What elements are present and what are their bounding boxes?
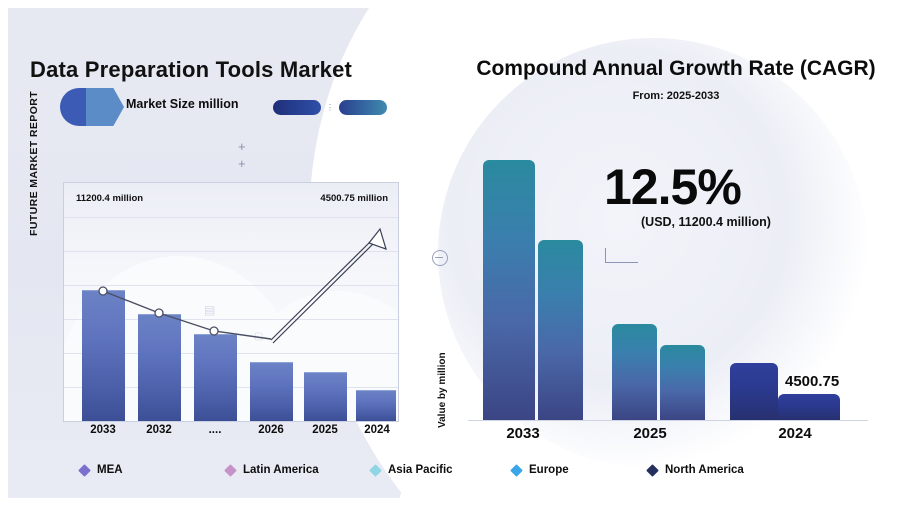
legend-label-latin-america: Latin America <box>243 464 319 476</box>
right-chart-title: Compound Annual Growth Rate (CAGR) <box>476 57 876 80</box>
gridline <box>64 319 398 320</box>
rxtick-2024: 2024 <box>778 425 812 442</box>
legend-marker-europe-icon <box>510 463 523 477</box>
minus-circle-icon <box>432 250 448 266</box>
rbar-2025-secondary <box>660 345 705 420</box>
legend-label-mea: MEA <box>97 464 123 476</box>
rbar-2024-primary <box>730 363 778 420</box>
legend-label-asia-pacific: Asia Pacific <box>388 464 453 476</box>
brand-logo-icon <box>60 88 124 126</box>
rxtick-2033: 2033 <box>506 425 540 442</box>
gridline <box>64 285 398 286</box>
legend-marker-asia-pacific-icon <box>369 463 382 477</box>
legend-label-north-america: North America <box>665 464 744 476</box>
legend-item-latin-america[interactable]: Latin America <box>224 463 319 477</box>
xtick-2026: 2026 <box>258 424 284 436</box>
left-chart-xaxis: 2033 2032 .... 2026 2025 2024 <box>63 424 397 444</box>
bar-2033 <box>82 290 125 421</box>
xtick-2025: 2025 <box>312 424 338 436</box>
legend-item-mea[interactable]: MEA <box>78 463 123 477</box>
left-chart-title: Data Preparation Tools Market <box>30 57 353 82</box>
rbar-2033-secondary <box>538 240 583 420</box>
right-chart-baseline <box>468 420 868 421</box>
legend-pill-primary <box>273 100 321 115</box>
legend-item-asia-pacific[interactable]: Asia Pacific <box>369 463 453 477</box>
legend-pill-divider-icon: ⋮ <box>326 102 334 112</box>
logo-right-shape <box>86 88 124 126</box>
xtick-2024: 2024 <box>364 424 390 436</box>
rxtick-2025: 2025 <box>633 425 667 442</box>
end-value-label: 4500.75 million <box>320 193 388 204</box>
watermark-icon-b: ▢ <box>254 331 264 342</box>
xtick-mid: .... <box>208 424 222 436</box>
legend-marker-north-america-icon <box>646 463 659 477</box>
gridline <box>64 217 398 218</box>
bar-2026 <box>250 362 293 421</box>
watermark-icon-a: ▤ <box>204 303 216 317</box>
left-axis-caption: FUTURE MARKET REPORT <box>28 90 40 236</box>
data-label-4500: 4500.75 <box>785 373 840 390</box>
legend-marker-latin-america-icon <box>224 463 237 477</box>
axis-tick-decoration <box>605 248 638 263</box>
bar-2024 <box>356 390 396 421</box>
rbar-2025-primary <box>612 324 657 420</box>
legend-pill-secondary <box>339 100 387 115</box>
trend-line-overlay <box>98 227 387 344</box>
left-chart-plot: 11200.4 million 4500.75 million ▤ ▢ <box>63 182 399 422</box>
plus-marks-decoration: + + <box>238 139 246 171</box>
rbar-2024-secondary <box>778 394 840 420</box>
bar-mid <box>194 334 237 421</box>
cagr-usd-note: (USD, 11200.4 million) <box>641 215 771 229</box>
cagr-value: 12.5% <box>604 159 742 215</box>
legend-item-europe[interactable]: Europe <box>510 463 569 477</box>
rbar-2033-primary <box>483 160 535 420</box>
start-value-label: 11200.4 million <box>76 193 144 204</box>
gridline <box>64 251 398 252</box>
value-axis-caption: Value by million <box>437 352 448 428</box>
legend-label-europe: Europe <box>529 464 569 476</box>
legend-item-north-america[interactable]: North America <box>646 463 744 477</box>
xtick-2033: 2033 <box>90 424 116 436</box>
legend-marker-mea-icon <box>78 463 91 477</box>
legend-pill-group: ⋮ <box>273 100 387 115</box>
right-chart-subtitle: From: 2025-2033 <box>632 90 720 102</box>
bar-2025 <box>304 372 347 421</box>
market-size-label: Market Size million <box>126 97 239 111</box>
xtick-2032: 2032 <box>146 424 172 436</box>
